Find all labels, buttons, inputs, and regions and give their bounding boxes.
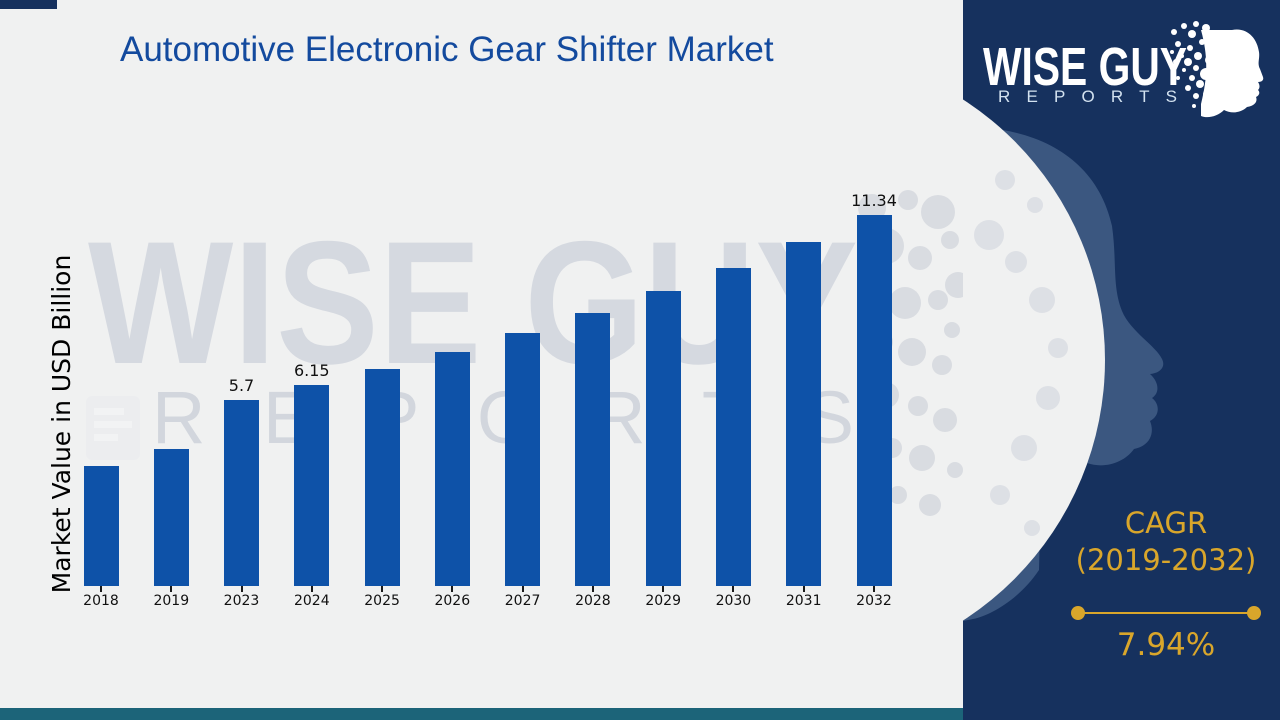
brand-panel: WISE GUY REPORTS CAGR (2019-2032) 7.94% bbox=[963, 0, 1280, 720]
x-tick-label-2029: 2029 bbox=[645, 593, 681, 609]
x-tick-label-2023: 2023 bbox=[223, 593, 260, 609]
bar-2018 bbox=[83, 466, 119, 586]
watermark-dot bbox=[1027, 197, 1043, 213]
x-tick-label-2028: 2028 bbox=[575, 593, 611, 609]
bar-2027 bbox=[505, 333, 541, 586]
bar-value-label-2024: 6.15 bbox=[293, 361, 330, 380]
watermark-dot bbox=[1048, 338, 1068, 358]
page-title: Automotive Electronic Gear Shifter Marke… bbox=[120, 30, 774, 69]
x-axis-tick bbox=[240, 586, 243, 592]
bar-2023 bbox=[224, 400, 259, 586]
bar-2019 bbox=[153, 449, 189, 586]
x-axis-tick bbox=[662, 586, 665, 592]
x-axis-tick bbox=[521, 586, 524, 592]
x-axis-tick bbox=[732, 586, 735, 592]
top-left-accent-bar bbox=[0, 0, 57, 9]
face-profile-icon bbox=[1170, 21, 1264, 118]
watermark-dot bbox=[1029, 287, 1055, 313]
bar-2024 bbox=[294, 385, 330, 586]
x-axis-tick bbox=[873, 586, 875, 592]
watermark-dot bbox=[1005, 251, 1027, 273]
x-tick-label-2024: 2024 bbox=[293, 593, 330, 609]
watermark-dot bbox=[974, 220, 1004, 250]
watermark-dot bbox=[1024, 520, 1040, 536]
cagr-value: 7.94% bbox=[1116, 627, 1216, 663]
x-axis-tick bbox=[381, 586, 384, 592]
x-axis-tick bbox=[100, 586, 102, 592]
x-axis-tick bbox=[591, 586, 594, 592]
x-tick-label-2025: 2025 bbox=[364, 593, 400, 609]
bar-2029 bbox=[645, 291, 681, 586]
watermark-dot bbox=[1036, 386, 1060, 410]
watermark-dot bbox=[995, 170, 1015, 190]
x-tick-label-2018: 2018 bbox=[83, 593, 119, 609]
x-axis-tick bbox=[310, 586, 313, 592]
x-axis-tick bbox=[802, 586, 805, 592]
x-tick-label-2019: 2019 bbox=[153, 593, 190, 609]
bar-2026 bbox=[434, 352, 470, 586]
bar-2031 bbox=[786, 242, 822, 586]
bar-2032 bbox=[856, 215, 892, 586]
bar-2028 bbox=[575, 313, 611, 586]
x-tick-label-2026: 2026 bbox=[434, 593, 471, 609]
bottom-accent-bar bbox=[0, 708, 963, 720]
watermark-dot bbox=[1011, 435, 1037, 461]
x-axis-tick bbox=[451, 586, 454, 592]
x-tick-label-2032: 2032 bbox=[856, 593, 892, 609]
x-axis-tick bbox=[170, 586, 173, 592]
cagr-divider-line bbox=[1071, 606, 1261, 620]
bar-value-label-2023: 5.7 bbox=[228, 376, 255, 395]
x-tick-label-2031: 2031 bbox=[785, 593, 822, 609]
x-tick-label-2027: 2027 bbox=[504, 593, 541, 609]
bar-2030 bbox=[715, 268, 751, 586]
watermark-dot bbox=[990, 485, 1010, 505]
cagr-range: (2019-2032) bbox=[1075, 543, 1257, 577]
y-axis-label: Market Value in USD Billion bbox=[47, 254, 76, 594]
bar-value-label-2032: 11.34 bbox=[851, 191, 897, 210]
brand-name-text: WISE GUY bbox=[983, 37, 1187, 97]
x-tick-label-2030: 2030 bbox=[715, 593, 752, 609]
cagr-block: CAGR (2019-2032) 7.94% bbox=[1060, 505, 1272, 664]
bar-2025 bbox=[364, 369, 400, 586]
brand-logo: WISE GUY REPORTS bbox=[983, 37, 1187, 106]
cagr-heading: CAGR bbox=[1124, 506, 1208, 540]
